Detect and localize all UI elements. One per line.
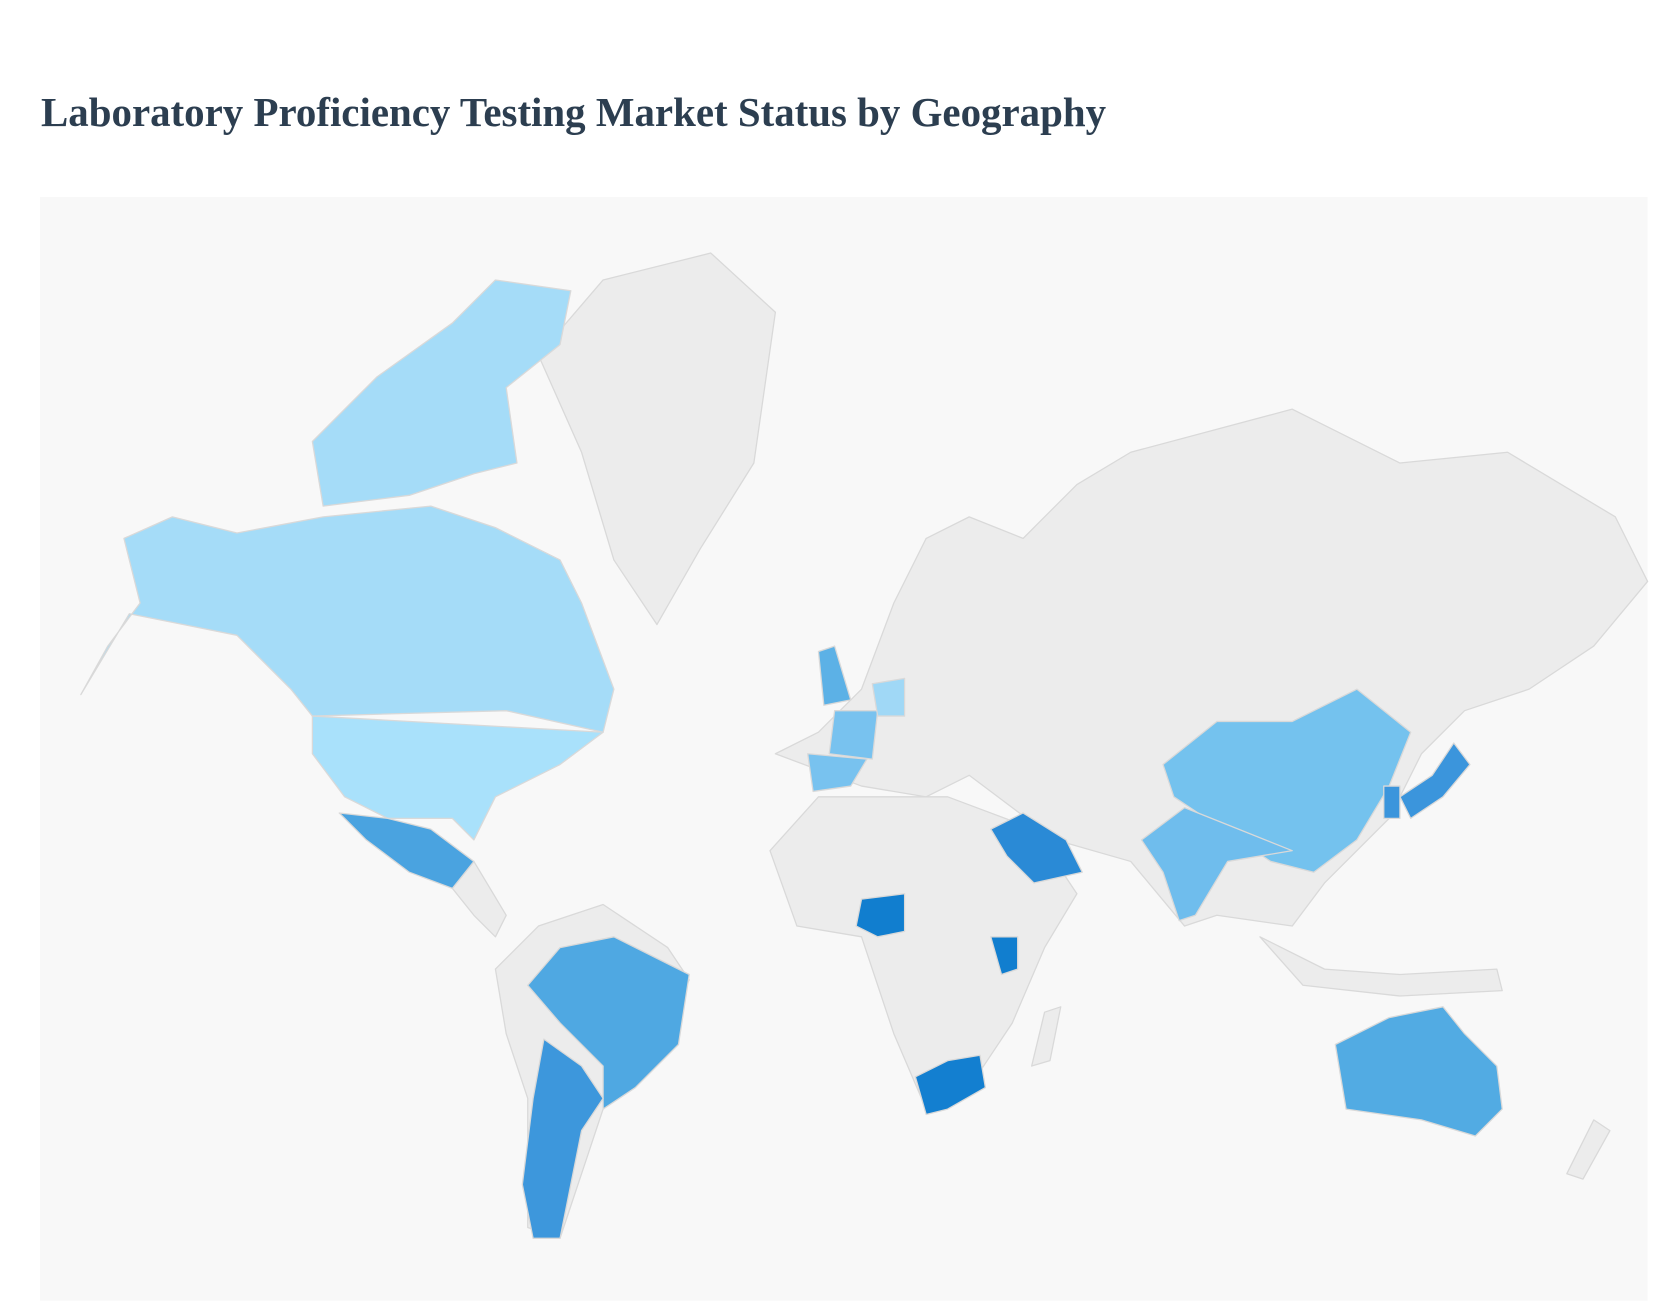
uk (817, 645, 852, 706)
eurasia (774, 408, 1649, 927)
new-zealand (1566, 1119, 1611, 1180)
nigeria (855, 893, 906, 938)
spain (807, 753, 868, 793)
india (1140, 806, 1293, 922)
mexico (338, 812, 475, 890)
japan (1399, 742, 1471, 820)
indonesia (1259, 936, 1503, 997)
arctic-islands (311, 279, 572, 507)
france (828, 710, 879, 760)
korea (1383, 785, 1401, 820)
greenland (537, 252, 777, 626)
brazil (527, 936, 690, 1110)
australia (1334, 1006, 1503, 1137)
canada-alaska (80, 505, 615, 733)
south-africa (914, 1054, 987, 1116)
page-title: Laboratory Proficiency Testing Market St… (41, 90, 1107, 135)
africa (769, 796, 1078, 1110)
usa (311, 715, 604, 841)
argentina-chile (521, 1038, 604, 1239)
kenya (990, 936, 1019, 976)
madagascar (1031, 1006, 1062, 1067)
world-map (80, 252, 1649, 1239)
germany (871, 677, 906, 717)
saudi-arabia (990, 812, 1083, 884)
